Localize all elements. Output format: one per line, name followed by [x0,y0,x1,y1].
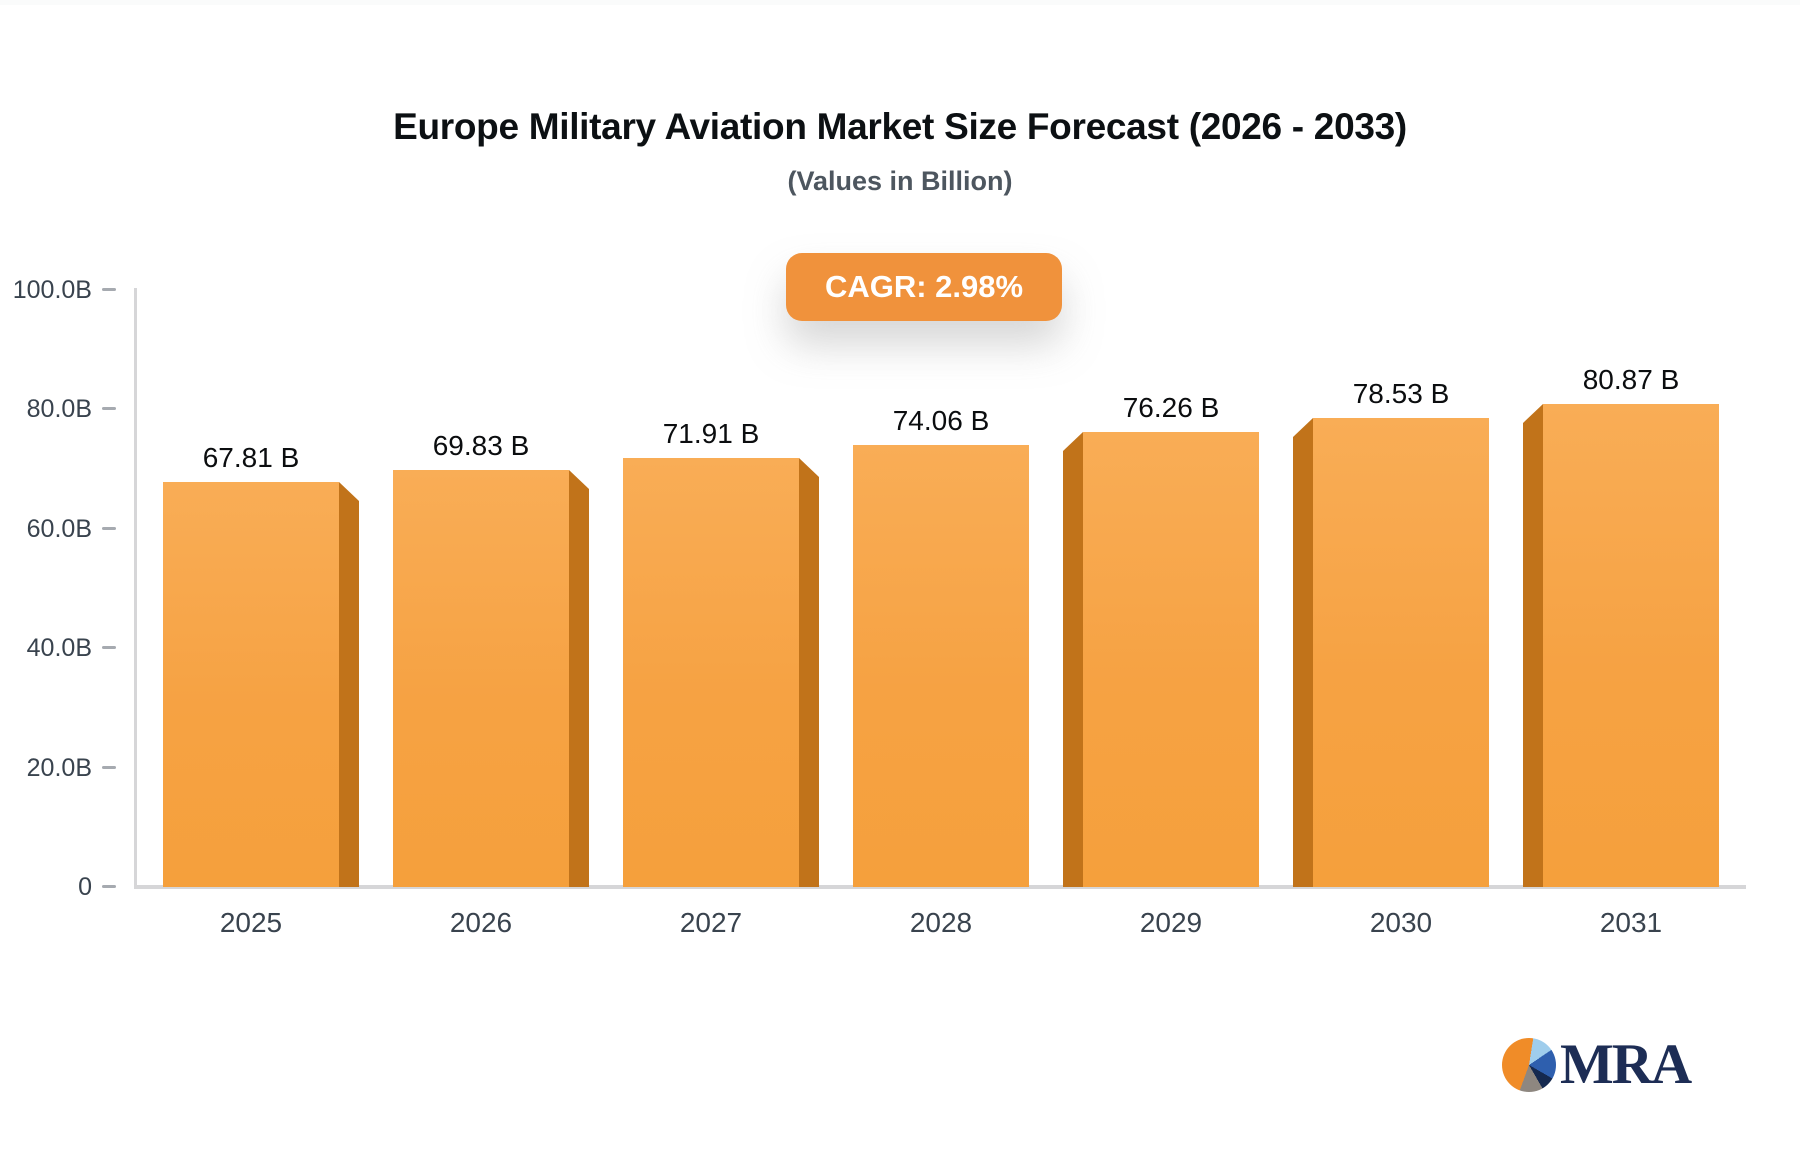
x-tick-label: 2029 [1139,907,1203,938]
cagr-badge-label: CAGR: 2.98% [824,269,1024,304]
bar-2027 [623,458,799,887]
y-tick-dash [102,407,116,411]
y-tick-dash [102,885,116,888]
cagr-badge: CAGR: 2.98% [786,253,1062,321]
bar-value-label: 80.87 B [1582,364,1680,395]
bar-side-2031 [1523,404,1543,887]
y-tick-label: 80.0B [26,395,92,424]
bar-value-label: 76.26 B [1122,392,1220,423]
bar-side-2026 [569,470,589,887]
bar-value-label: 78.53 B [1352,378,1450,409]
y-tick-dash [102,646,116,650]
y-axis: 0 20.0B 40.0B 60.0B 80.0B 100.0B [0,276,136,901]
y-tick-label: 0 [78,873,92,901]
bar-2029 [1083,432,1259,887]
y-tick-label: 60.0B [26,514,92,543]
bar-2028 [853,445,1029,887]
x-tick-label: 2026 [449,907,513,938]
bar-value-label: 74.06 B [892,405,990,436]
y-tick-label: 100.0B [12,276,92,304]
bar-side-2030 [1293,418,1313,887]
bar-2025 [163,482,339,887]
bar-value-label: 69.83 B [432,430,530,461]
pie-chart-logo-icon [1502,1038,1556,1092]
bar-value-label: 67.81 B [202,442,300,473]
x-axis-line [134,885,1746,889]
y-axis-line [134,288,137,889]
y-tick-dash [102,765,116,769]
x-tick-label: 2028 [909,907,973,938]
x-tick-label: 2027 [679,907,743,938]
page-subtitle: (Values in Billion) [787,166,1013,196]
y-tick-label: 40.0B [26,634,92,663]
plot-area: 67.81 B 69.83 B 71.91 B 74.06 B 76.26 B 78.53… [136,290,1746,887]
y-tick-dash [102,288,116,291]
bar-value-label: 71.91 B [662,418,760,449]
bar-2026 [393,470,569,887]
x-axis-labels: 2025 2026 2027 2028 2029 2030 2031 [136,899,1746,943]
page-title: Europe Military Aviation Market Size For… [393,106,1407,147]
x-tick-label: 2025 [219,907,283,938]
bar-2030 [1313,418,1489,887]
y-tick-label: 20.0B [26,753,92,782]
brand-logo: MRA [1502,1033,1692,1096]
x-tick-label: 2030 [1369,907,1433,938]
x-tick-label: 2031 [1599,907,1663,938]
bar-side-2027 [799,458,819,887]
top-edge-strip [0,0,1800,5]
y-tick-dash [102,526,116,530]
logo-text: MRA [1560,1033,1692,1096]
bar-side-2025 [339,482,359,887]
bar-2031 [1543,404,1719,887]
bar-side-2029 [1063,432,1083,887]
